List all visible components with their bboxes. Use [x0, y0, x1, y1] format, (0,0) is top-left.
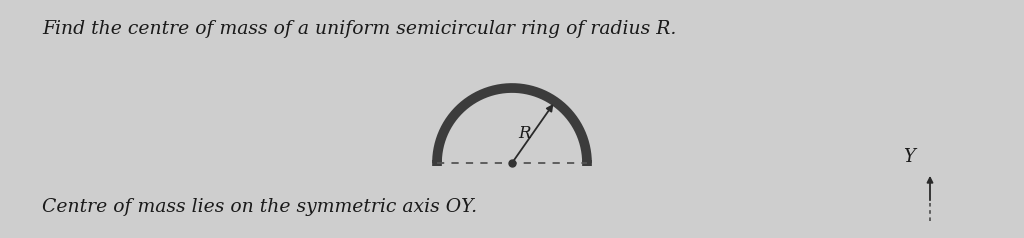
Text: Centre of mass lies on the symmetric axis OY.: Centre of mass lies on the symmetric axi…: [42, 198, 477, 216]
Text: R: R: [518, 124, 530, 142]
Text: Find the centre of mass of a uniform semicircular ring of radius R.: Find the centre of mass of a uniform sem…: [42, 20, 677, 38]
Text: Y: Y: [903, 148, 915, 166]
